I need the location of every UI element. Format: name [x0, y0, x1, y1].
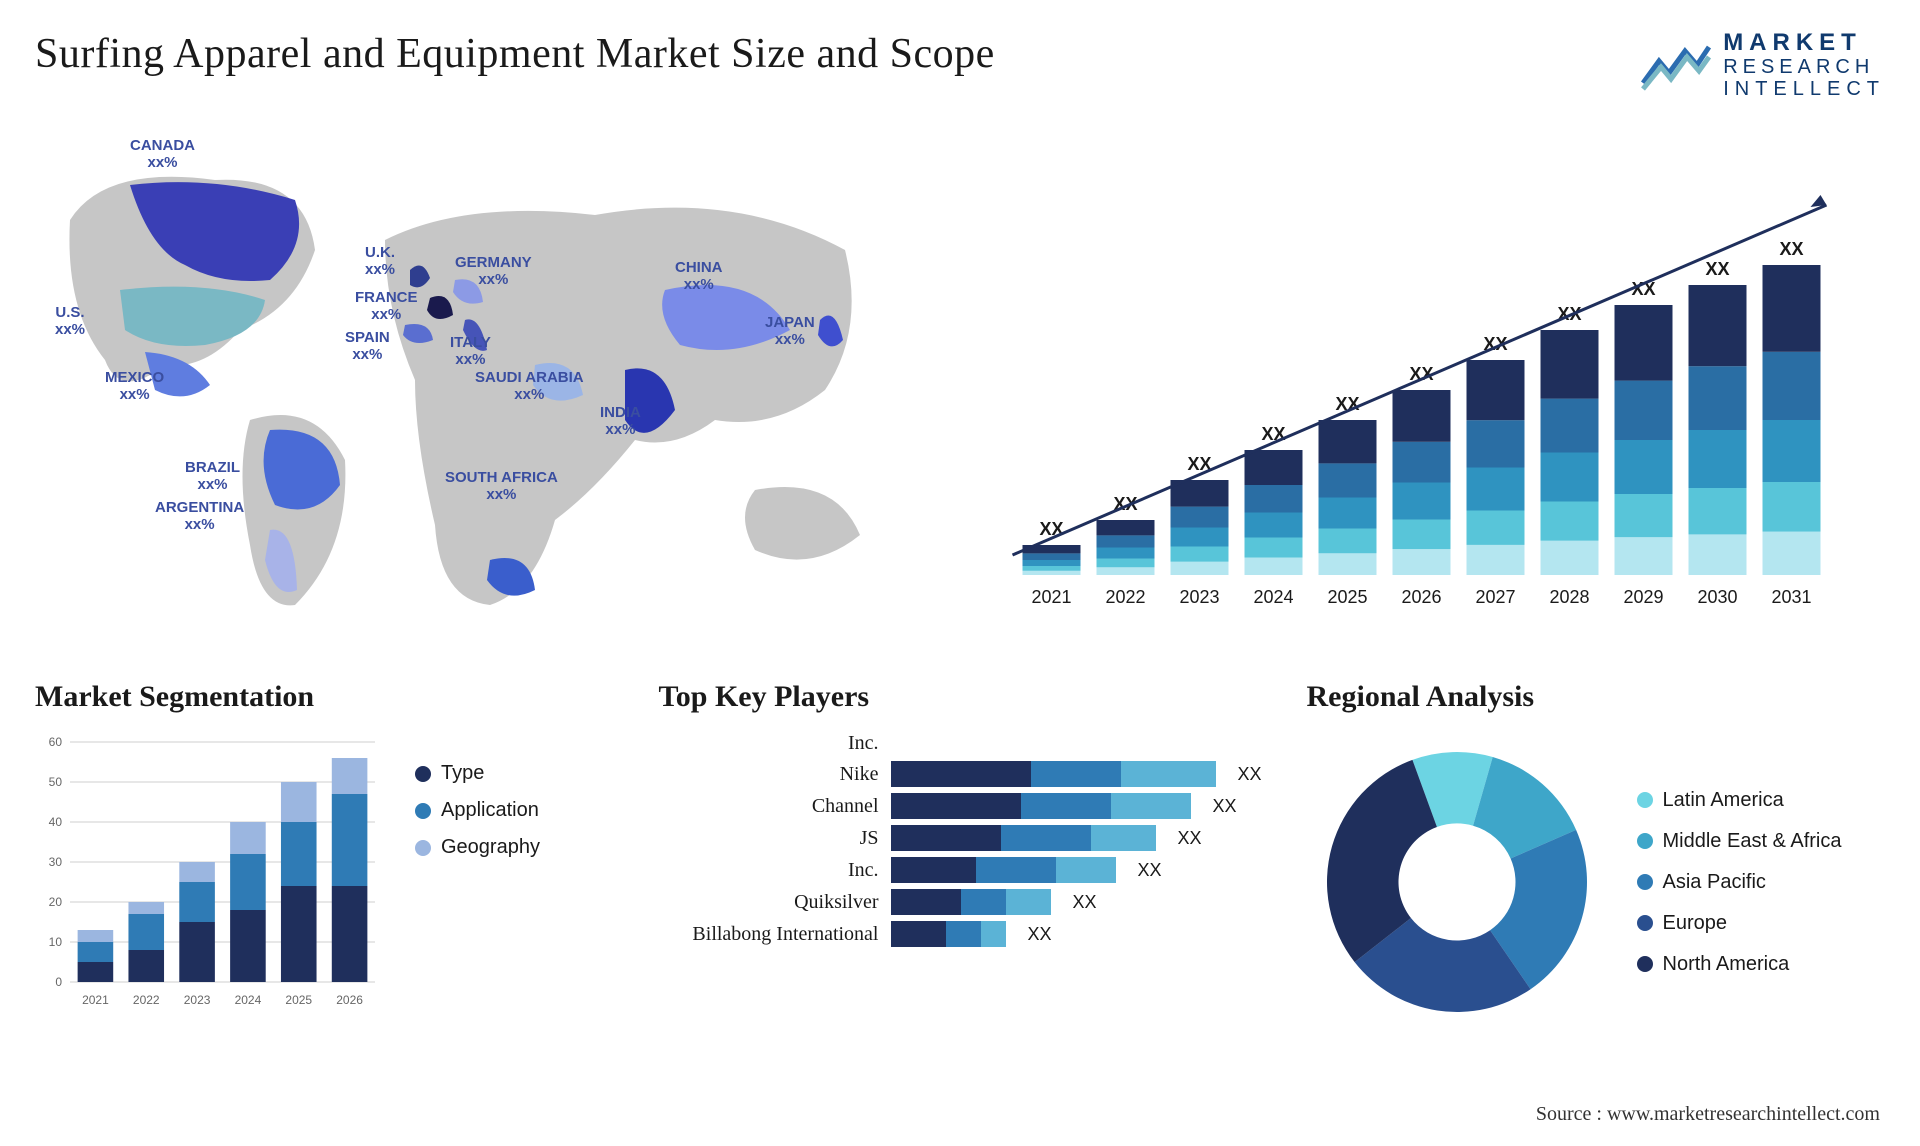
map-label: JAPANxx%	[765, 315, 815, 348]
map-label: CHINAxx%	[675, 260, 723, 293]
map-label: GERMANYxx%	[455, 255, 532, 288]
svg-text:50: 50	[49, 775, 63, 789]
logo-line3: INTELLECT	[1723, 78, 1885, 100]
svg-text:XX: XX	[1261, 424, 1285, 444]
player-row: JS XX	[659, 825, 1262, 851]
map-label: SOUTH AFRICAxx%	[445, 470, 558, 503]
map-label: ITALYxx%	[450, 335, 491, 368]
header: Surfing Apparel and Equipment Market Siz…	[35, 30, 1885, 100]
legend-item: North America	[1637, 953, 1842, 976]
svg-text:2023: 2023	[1179, 587, 1219, 607]
svg-text:0: 0	[55, 975, 62, 989]
map-label: ARGENTINAxx%	[155, 500, 244, 533]
segmentation-chart: 0 10 20 30 40 50 60 2021 2022 2023 2024 2025 2026	[35, 732, 385, 1012]
player-row: Billabong International XX	[659, 921, 1262, 947]
player-bar	[891, 921, 1006, 947]
player-bar	[891, 761, 1216, 787]
player-name: Channel	[659, 795, 879, 818]
world-map-panel: CANADAxx% U.S.xx% MEXICOxx% BRAZILxx% ARGENT…	[35, 130, 940, 640]
svg-text:2024: 2024	[1253, 587, 1293, 607]
legend-item: Europe	[1637, 912, 1842, 935]
player-row: Inc. XX	[659, 857, 1262, 883]
legend-item: Type	[415, 762, 540, 785]
segmentation-title: Market Segmentation	[35, 680, 614, 714]
svg-text:2026: 2026	[1401, 587, 1441, 607]
map-label: INDIAxx%	[600, 405, 641, 438]
player-bar	[891, 889, 1051, 915]
svg-text:2031: 2031	[1771, 587, 1811, 607]
regional-section: Regional Analysis Latin America Middle Ea…	[1307, 680, 1886, 1032]
key-players-title: Top Key Players	[659, 680, 1262, 714]
growth-bar-chart: XX2021XX2022XX2023XX2024XX2025XX2026XX20…	[980, 130, 1885, 640]
map-label: SAUDI ARABIAxx%	[475, 370, 584, 403]
legend-item: Latin America	[1637, 789, 1842, 812]
svg-text:60: 60	[49, 735, 63, 749]
svg-text:2025: 2025	[1327, 587, 1367, 607]
map-label: U.S.xx%	[55, 305, 85, 338]
svg-text:2023: 2023	[184, 993, 211, 1007]
svg-text:2028: 2028	[1549, 587, 1589, 607]
logo-icon	[1639, 37, 1711, 93]
map-label: BRAZILxx%	[185, 460, 240, 493]
player-name: JS	[659, 827, 879, 850]
svg-text:XX: XX	[1631, 279, 1655, 299]
svg-text:40: 40	[49, 815, 63, 829]
svg-text:2024: 2024	[235, 993, 262, 1007]
svg-text:2030: 2030	[1697, 587, 1737, 607]
player-value: XX	[1028, 924, 1052, 945]
svg-text:2027: 2027	[1475, 587, 1515, 607]
page-title: Surfing Apparel and Equipment Market Siz…	[35, 30, 995, 78]
segmentation-legend: Type Application Geography	[415, 732, 540, 1012]
player-row: Quiksilver XX	[659, 889, 1262, 915]
legend-item: Geography	[415, 836, 540, 859]
legend-item: Middle East & Africa	[1637, 830, 1842, 853]
svg-text:2025: 2025	[285, 993, 312, 1007]
player-row: Inc.	[659, 732, 1262, 755]
svg-text:2022: 2022	[1105, 587, 1145, 607]
player-value: XX	[1178, 828, 1202, 849]
svg-text:2026: 2026	[336, 993, 363, 1007]
brand-logo: MARKET RESEARCH INTELLECT	[1639, 30, 1885, 100]
regional-legend: Latin America Middle East & Africa Asia Pa…	[1637, 789, 1842, 976]
player-name: Billabong International	[659, 923, 879, 946]
key-players-section: Top Key Players Inc.NikeXXChannelXXJSXXI…	[659, 680, 1262, 1032]
player-name: Quiksilver	[659, 891, 879, 914]
svg-text:10: 10	[49, 935, 63, 949]
player-name: Nike	[659, 763, 879, 786]
player-name: Inc.	[659, 732, 879, 755]
legend-item: Application	[415, 799, 540, 822]
player-value: XX	[1073, 892, 1097, 913]
key-players-chart: Inc. Nike XX Channel XX JS XX Inc. XX Quiksilver X…	[659, 732, 1262, 947]
svg-text:2021: 2021	[1031, 587, 1071, 607]
regional-donut-chart	[1307, 732, 1607, 1032]
svg-text:XX: XX	[1779, 239, 1803, 259]
logo-line1: MARKET	[1723, 30, 1885, 56]
svg-text:2022: 2022	[133, 993, 160, 1007]
map-label: SPAINxx%	[345, 330, 390, 363]
map-label: MEXICOxx%	[105, 370, 164, 403]
player-value: XX	[1238, 764, 1262, 785]
svg-text:20: 20	[49, 895, 63, 909]
player-bar	[891, 825, 1156, 851]
player-row: Channel XX	[659, 793, 1262, 819]
svg-text:2029: 2029	[1623, 587, 1663, 607]
player-bar	[891, 857, 1116, 883]
svg-text:30: 30	[49, 855, 63, 869]
player-row: Nike XX	[659, 761, 1262, 787]
source-attribution: Source : www.marketresearchintellect.com	[1536, 1103, 1880, 1126]
regional-title: Regional Analysis	[1307, 680, 1886, 714]
segmentation-section: Market Segmentation 0 10 20 30 40 50 60 2021 202…	[35, 680, 614, 1032]
svg-text:XX: XX	[1705, 259, 1729, 279]
logo-line2: RESEARCH	[1723, 56, 1885, 78]
player-value: XX	[1138, 860, 1162, 881]
player-name: Inc.	[659, 859, 879, 882]
growth-chart-panel: XX2021XX2022XX2023XX2024XX2025XX2026XX20…	[980, 130, 1885, 640]
legend-item: Asia Pacific	[1637, 871, 1842, 894]
map-label: CANADAxx%	[130, 138, 195, 171]
svg-text:2021: 2021	[82, 993, 109, 1007]
map-label: FRANCExx%	[355, 290, 418, 323]
player-bar	[891, 793, 1191, 819]
map-label: U.K.xx%	[365, 245, 395, 278]
player-value: XX	[1213, 796, 1237, 817]
